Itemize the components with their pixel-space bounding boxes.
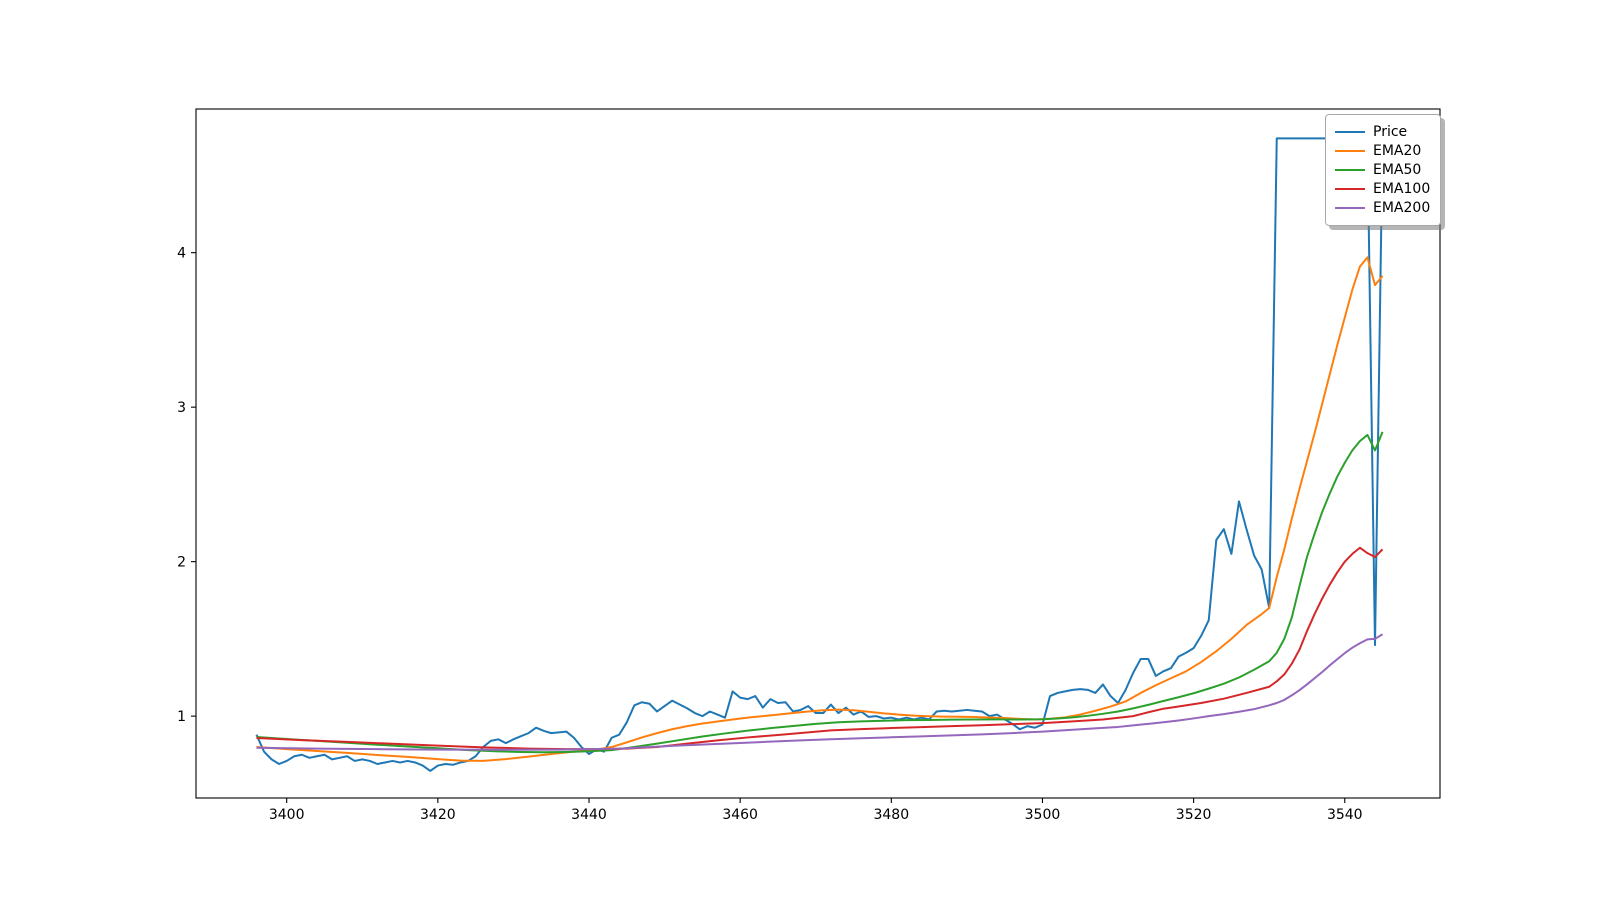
x-tick-label: 3540 [1327, 807, 1363, 823]
plot-frame [195, 108, 1441, 799]
legend-item-ema100: EMA100 [1335, 181, 1430, 197]
legend-swatch-ema100 [1335, 188, 1365, 190]
x-tick-label: 3520 [1176, 807, 1212, 823]
x-tick-label: 3500 [1025, 807, 1061, 823]
y-tick-label: 2 [177, 555, 186, 571]
y-tick-label: 3 [177, 400, 186, 416]
legend-label: EMA20 [1373, 143, 1422, 159]
legend-swatch-price [1335, 131, 1365, 133]
y-tick-label: 4 [177, 246, 186, 262]
y-tick-label: 1 [177, 709, 186, 725]
legend-item-ema200: EMA200 [1335, 200, 1430, 216]
x-tick-label: 3480 [873, 807, 909, 823]
legend-swatch-ema20 [1335, 150, 1365, 152]
price-line [255, 137, 1384, 772]
ema50-line [256, 431, 1384, 754]
legend-label: EMA200 [1373, 200, 1431, 216]
legend-item-price: Price [1335, 124, 1430, 140]
x-tick-label: 3420 [420, 807, 456, 823]
legend-label: EMA50 [1373, 162, 1422, 178]
x-tick-label: 3440 [571, 807, 607, 823]
legend-label: EMA100 [1373, 181, 1431, 197]
legend-item-ema20: EMA20 [1335, 143, 1430, 159]
legend: Price EMA20 EMA50 EMA100 EMA200 [1325, 114, 1442, 226]
legend-item-ema50: EMA50 [1335, 162, 1430, 178]
x-tick-label: 3400 [269, 807, 305, 823]
ema200-line [256, 633, 1384, 751]
x-tick-label: 3460 [722, 807, 758, 823]
legend-swatch-ema200 [1335, 207, 1365, 209]
legend-label: Price [1373, 124, 1408, 140]
ema20-line [256, 256, 1384, 762]
legend-swatch-ema50 [1335, 169, 1365, 171]
